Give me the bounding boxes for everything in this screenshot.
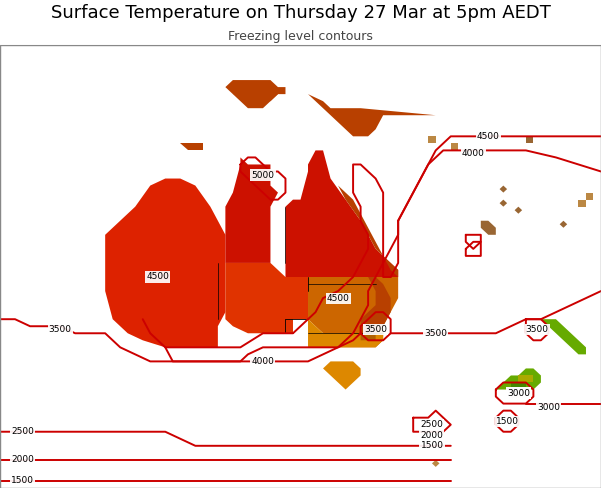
Polygon shape [368, 330, 372, 333]
Polygon shape [225, 263, 308, 333]
Polygon shape [361, 326, 376, 340]
Polygon shape [560, 221, 567, 228]
Polygon shape [308, 319, 383, 347]
Polygon shape [285, 150, 398, 284]
Text: 4500: 4500 [146, 272, 169, 282]
Polygon shape [496, 368, 541, 389]
Polygon shape [233, 87, 285, 101]
Polygon shape [514, 206, 522, 214]
Polygon shape [180, 143, 203, 150]
Text: 4000: 4000 [462, 149, 485, 159]
Text: 1500: 1500 [421, 441, 444, 450]
Polygon shape [526, 136, 534, 143]
Polygon shape [481, 221, 496, 235]
Text: 4500: 4500 [326, 294, 350, 303]
Text: 5000: 5000 [251, 170, 275, 180]
Polygon shape [308, 94, 436, 136]
Text: 2500: 2500 [421, 420, 444, 429]
Text: 3500: 3500 [364, 325, 387, 334]
Text: 3500: 3500 [526, 325, 549, 334]
Text: 3500: 3500 [424, 329, 447, 338]
Text: 3000: 3000 [537, 403, 560, 411]
Text: 3500: 3500 [49, 325, 72, 334]
Polygon shape [428, 136, 436, 143]
Polygon shape [323, 362, 361, 389]
Polygon shape [225, 158, 278, 263]
Text: 4000: 4000 [251, 357, 275, 366]
Polygon shape [451, 143, 458, 150]
Text: 4500: 4500 [477, 132, 500, 141]
Text: 1500: 1500 [496, 417, 519, 426]
Text: 2000: 2000 [421, 431, 444, 440]
Text: 2500: 2500 [11, 427, 34, 436]
Text: 3500: 3500 [507, 388, 530, 398]
Text: 1500: 1500 [11, 476, 34, 486]
Text: Freezing level contours: Freezing level contours [228, 30, 373, 43]
Polygon shape [432, 460, 439, 467]
Polygon shape [586, 193, 594, 200]
Polygon shape [105, 179, 225, 347]
Polygon shape [541, 319, 586, 354]
Polygon shape [578, 200, 586, 206]
Polygon shape [519, 375, 534, 383]
Text: Surface Temperature on Thursday 27 Mar at 5pm AEDT: Surface Temperature on Thursday 27 Mar a… [50, 4, 551, 22]
Polygon shape [361, 277, 391, 333]
Text: 2000: 2000 [11, 455, 34, 465]
Polygon shape [499, 185, 507, 193]
Polygon shape [331, 179, 398, 277]
Polygon shape [511, 383, 526, 389]
Polygon shape [225, 80, 278, 108]
Polygon shape [499, 200, 507, 206]
Text: 3000: 3000 [507, 388, 530, 398]
Polygon shape [308, 277, 398, 347]
